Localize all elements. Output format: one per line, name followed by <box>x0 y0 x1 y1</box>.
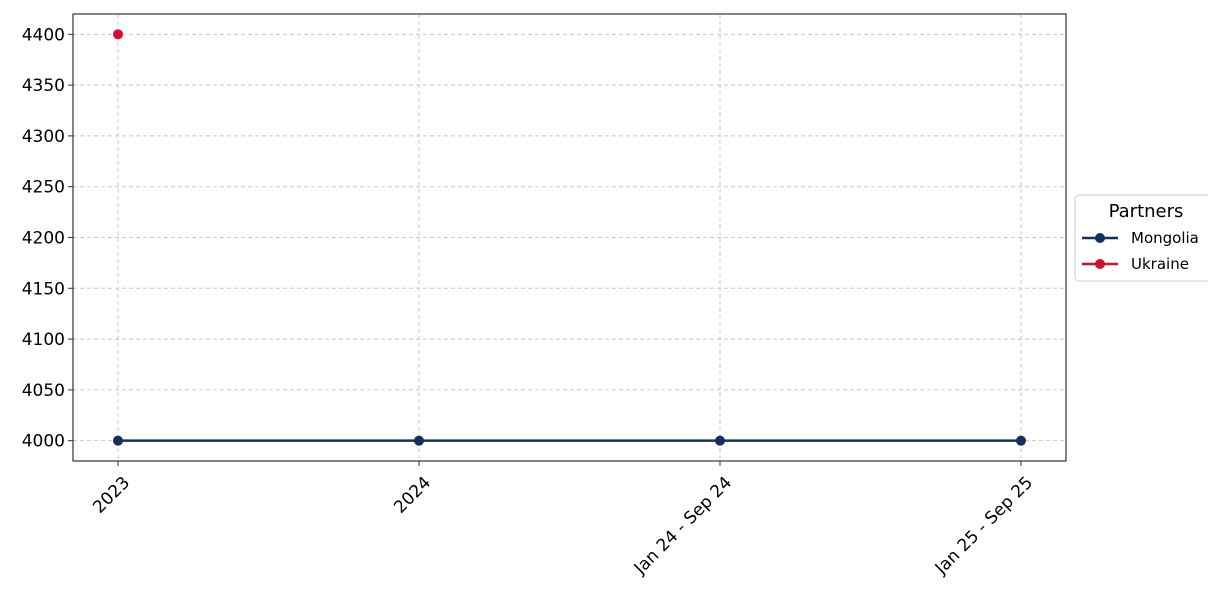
y-tick-label: 4300 <box>22 127 65 147</box>
x-tick-label: 2024 <box>390 473 435 518</box>
y-tick-label: 4150 <box>22 279 65 299</box>
y-axis: 4000 4050 4100 4150 4200 4250 4300 4350 4400 <box>22 25 73 452</box>
x-tick-label: Jan 24 - Sep 24 <box>630 473 736 579</box>
data-point-mongolia <box>414 435 424 446</box>
legend-items: Mongolia Ukraine <box>1082 229 1199 273</box>
legend-label-ukraine: Ukraine <box>1131 255 1189 273</box>
data-point-mongolia <box>1016 435 1026 446</box>
data-point-mongolia <box>113 435 123 446</box>
legend-marker-ukraine <box>1095 259 1105 269</box>
data-point-mongolia <box>715 435 725 446</box>
x-tick-label: Jan 25 - Sep 25 <box>931 473 1037 579</box>
y-tick-label: 4400 <box>22 25 65 45</box>
legend-marker-mongolia <box>1095 233 1105 243</box>
y-tick-label: 4200 <box>22 229 65 249</box>
legend-label-mongolia: Mongolia <box>1131 229 1199 247</box>
grid-lines <box>73 14 1066 461</box>
x-axis: 2023 2024 Jan 24 - Sep 24 Jan 25 - Sep 25 <box>89 461 1037 579</box>
x-tick-label: 2023 <box>89 473 134 518</box>
legend: Partners Mongolia Ukraine <box>1074 194 1208 282</box>
data-point-ukraine <box>113 29 123 40</box>
y-tick-label: 4000 <box>22 432 65 452</box>
y-tick-label: 4050 <box>22 381 65 401</box>
legend-frame <box>1074 194 1208 282</box>
y-tick-label: 4100 <box>22 330 65 350</box>
series-layer <box>113 29 1026 446</box>
y-tick-label: 4350 <box>22 76 65 96</box>
legend-title: Partners <box>1109 201 1184 222</box>
y-tick-label: 4250 <box>22 178 65 198</box>
